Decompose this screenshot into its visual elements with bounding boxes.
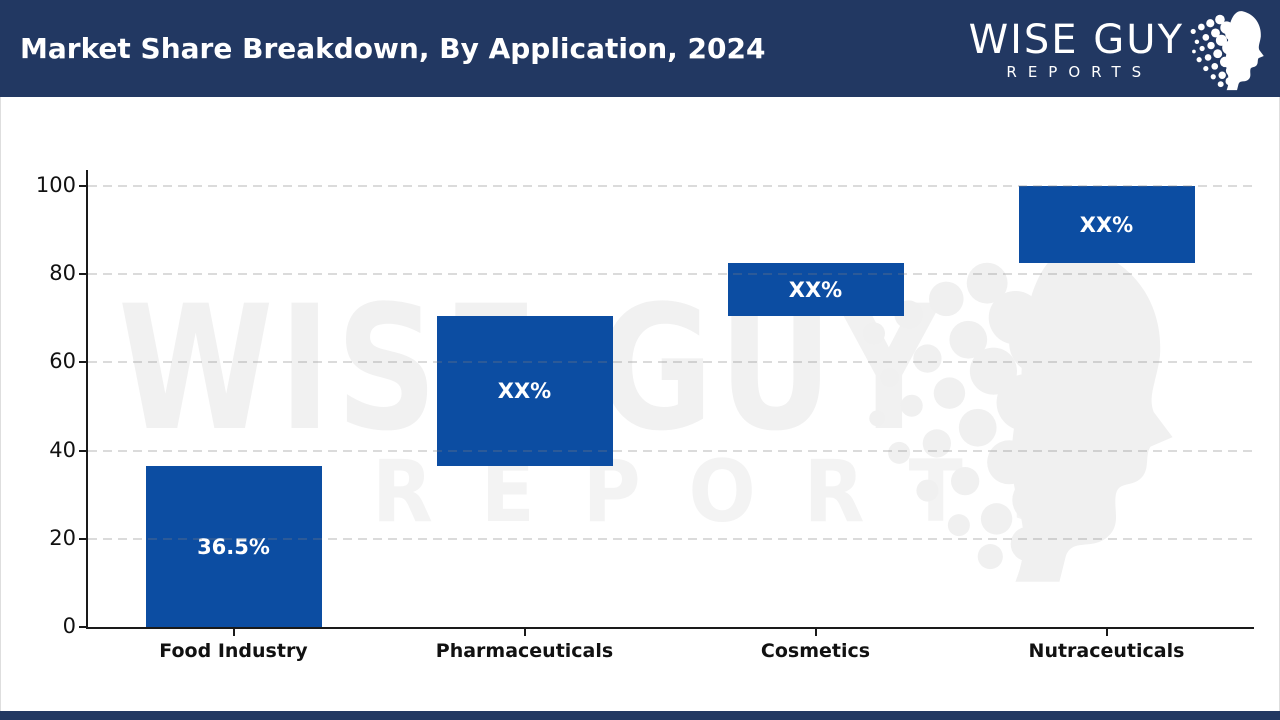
header-bar: Market Share Breakdown, By Application, …	[0, 0, 1280, 97]
bar-value-label: XX%	[1079, 212, 1134, 237]
bar-cosmetics[interactable]: XX%	[727, 263, 904, 317]
brand-logo: WISE GUY REPORTS	[969, 6, 1266, 94]
brand-subname: REPORTS	[1006, 63, 1153, 81]
x-axis-category-label: Cosmetics	[760, 640, 871, 662]
y-axis-tick-mark	[79, 273, 86, 276]
bar-value-label: XX%	[497, 379, 552, 404]
y-axis-tick-mark	[79, 449, 86, 452]
y-axis-tick-mark	[79, 361, 86, 364]
horizontal-gridline	[88, 185, 1252, 187]
y-axis-tick-label: 20	[49, 525, 76, 550]
bar-nutraceuticals[interactable]: XX%	[1018, 186, 1195, 264]
x-axis-category-label: Food Industry	[159, 640, 308, 662]
horizontal-gridline	[88, 273, 1252, 276]
brand-name: WISE GUY	[968, 17, 1184, 63]
horizontal-gridline	[88, 449, 1252, 452]
x-axis-category-label: Nutraceuticals	[1028, 640, 1185, 662]
brand-face-icon	[1190, 11, 1264, 91]
x-axis-category-label: Pharmaceuticals	[435, 640, 614, 662]
bar-value-label: XX%	[788, 277, 843, 302]
y-axis-tick-mark	[79, 537, 86, 540]
x-axis-tick-mark	[1105, 629, 1108, 636]
bar-value-label: 36.5%	[197, 534, 270, 559]
y-axis-tick-label: 60	[49, 349, 76, 374]
bar-pharmaceuticals[interactable]: XX%	[436, 316, 613, 467]
watermark-face-icon	[863, 247, 1173, 582]
y-axis-tick-label: 80	[49, 261, 76, 286]
y-axis-tick-label: 0	[62, 614, 76, 638]
y-axis-tick-mark	[79, 185, 86, 187]
y-axis-tick-label: 40	[49, 437, 76, 462]
x-axis-tick-mark	[523, 629, 526, 636]
x-axis-tick-mark	[232, 629, 235, 636]
bar-food-industry[interactable]: 36.5%	[145, 466, 322, 627]
brand-logo-text: WISE GUY REPORTS	[969, 18, 1184, 82]
x-axis-tick-mark	[814, 629, 817, 636]
horizontal-gridline	[88, 361, 1252, 364]
y-axis-tick-label: 100	[35, 173, 76, 197]
chart-title: Market Share Breakdown, By Application, …	[20, 32, 766, 65]
y-axis-line	[86, 170, 88, 629]
footer-bar	[0, 711, 1280, 720]
x-axis-line	[86, 627, 1254, 629]
y-axis-tick-mark	[79, 626, 86, 628]
horizontal-gridline	[88, 537, 1252, 540]
